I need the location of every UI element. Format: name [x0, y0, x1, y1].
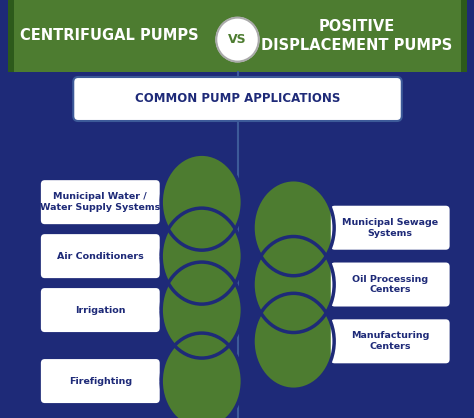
Ellipse shape	[161, 208, 242, 304]
Ellipse shape	[161, 154, 242, 250]
FancyBboxPatch shape	[331, 263, 450, 306]
Circle shape	[216, 18, 259, 61]
Ellipse shape	[161, 262, 242, 358]
Bar	[9, 0, 466, 72]
Ellipse shape	[253, 293, 334, 389]
Text: CENTRIFUGAL PUMPS: CENTRIFUGAL PUMPS	[20, 28, 199, 43]
FancyBboxPatch shape	[331, 206, 450, 250]
FancyBboxPatch shape	[41, 288, 160, 332]
Bar	[9, 0, 14, 72]
Text: Irrigation: Irrigation	[75, 306, 126, 315]
Text: Manufacturing
Centers: Manufacturing Centers	[351, 331, 429, 351]
FancyBboxPatch shape	[41, 180, 160, 224]
Ellipse shape	[253, 237, 334, 333]
Text: Air Conditioners: Air Conditioners	[57, 252, 144, 260]
FancyBboxPatch shape	[41, 234, 160, 278]
Text: VS: VS	[228, 33, 247, 46]
Text: POSITIVE
DISPLACEMENT PUMPS: POSITIVE DISPLACEMENT PUMPS	[261, 19, 452, 53]
Bar	[461, 0, 466, 72]
Text: Firefighting: Firefighting	[69, 377, 132, 385]
FancyBboxPatch shape	[41, 359, 160, 403]
FancyBboxPatch shape	[331, 319, 450, 363]
Text: COMMON PUMP APPLICATIONS: COMMON PUMP APPLICATIONS	[135, 92, 340, 105]
Ellipse shape	[161, 333, 242, 418]
Ellipse shape	[253, 180, 334, 276]
Text: Municipal Water /
Water Supply Systems: Municipal Water / Water Supply Systems	[40, 192, 160, 212]
FancyBboxPatch shape	[73, 77, 402, 121]
Text: Oil Processing
Centers: Oil Processing Centers	[352, 275, 428, 294]
Text: Municipal Sewage
Systems: Municipal Sewage Systems	[342, 218, 438, 237]
